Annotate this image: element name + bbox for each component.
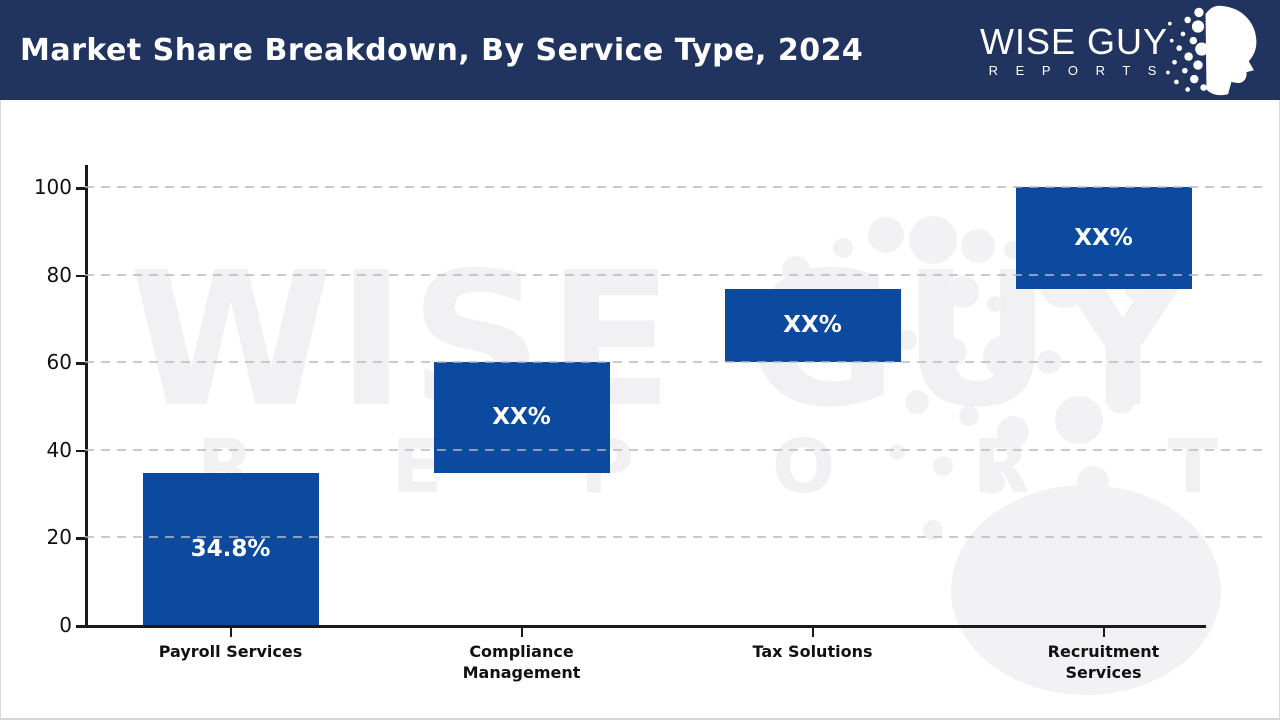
y-tick-label: 40 <box>46 437 72 462</box>
gridline <box>85 361 1263 364</box>
x-tickmark <box>811 628 814 637</box>
logo-subtitle: R E P O R T S <box>988 62 1164 78</box>
gridline <box>85 186 1263 188</box>
bar-value-label: 34.8% <box>190 535 271 562</box>
logo-text: WISE GUY R E P O R T S <box>979 20 1168 78</box>
gridline <box>85 273 1263 276</box>
logo-wordmark: WISE GUY <box>979 20 1168 62</box>
gridline <box>85 536 1263 539</box>
gridline <box>85 448 1263 451</box>
logo-head-icon <box>1166 5 1257 96</box>
x-axis-spine <box>85 625 1206 628</box>
header-bar: Market Share Breakdown, By Service Type,… <box>0 0 1280 100</box>
x-category-label: Tax Solutions <box>752 642 873 661</box>
bar-value-label: XX% <box>492 404 551 431</box>
y-tick-label: 60 <box>46 350 72 375</box>
x-category-label: Payroll Services <box>158 642 303 661</box>
y-tick-label: 20 <box>46 525 72 550</box>
plot-layer: 34.8% XX% XX% XX% 0 20 40 60 80 100 Payroll Servic… <box>1 100 1279 718</box>
x-tickmark <box>520 628 523 637</box>
bar-value-label: XX% <box>783 312 842 339</box>
y-tickmark <box>76 537 85 540</box>
y-axis-spine <box>85 165 88 628</box>
bar-segment: 34.8% <box>142 472 319 625</box>
y-tick-label: 80 <box>46 262 72 287</box>
y-tick-label: 100 <box>33 175 72 199</box>
bar-segment: XX% <box>724 288 901 363</box>
x-tickmark <box>229 628 232 637</box>
y-tickmark <box>76 449 85 453</box>
y-tick-label: 0 <box>59 613 72 637</box>
y-tickmark <box>76 274 85 278</box>
x-category-label: Recruitment Services <box>1047 642 1160 682</box>
plot-area: WISE GUY R E P O R T S <box>0 100 1280 720</box>
bar-value-label: XX% <box>1074 224 1133 251</box>
y-tickmark <box>76 625 85 628</box>
page-title: Market Share Breakdown, By Service Type,… <box>20 32 864 68</box>
x-category-label: Compliance Management <box>462 642 581 682</box>
wise-guy-reports-logo: WISE GUY R E P O R T S <box>980 3 1280 97</box>
y-tickmark <box>76 187 85 190</box>
x-tickmark <box>1102 628 1105 637</box>
y-tickmark <box>76 362 85 365</box>
bar-segment: XX% <box>433 362 610 473</box>
bar-segment: XX% <box>1015 187 1192 289</box>
